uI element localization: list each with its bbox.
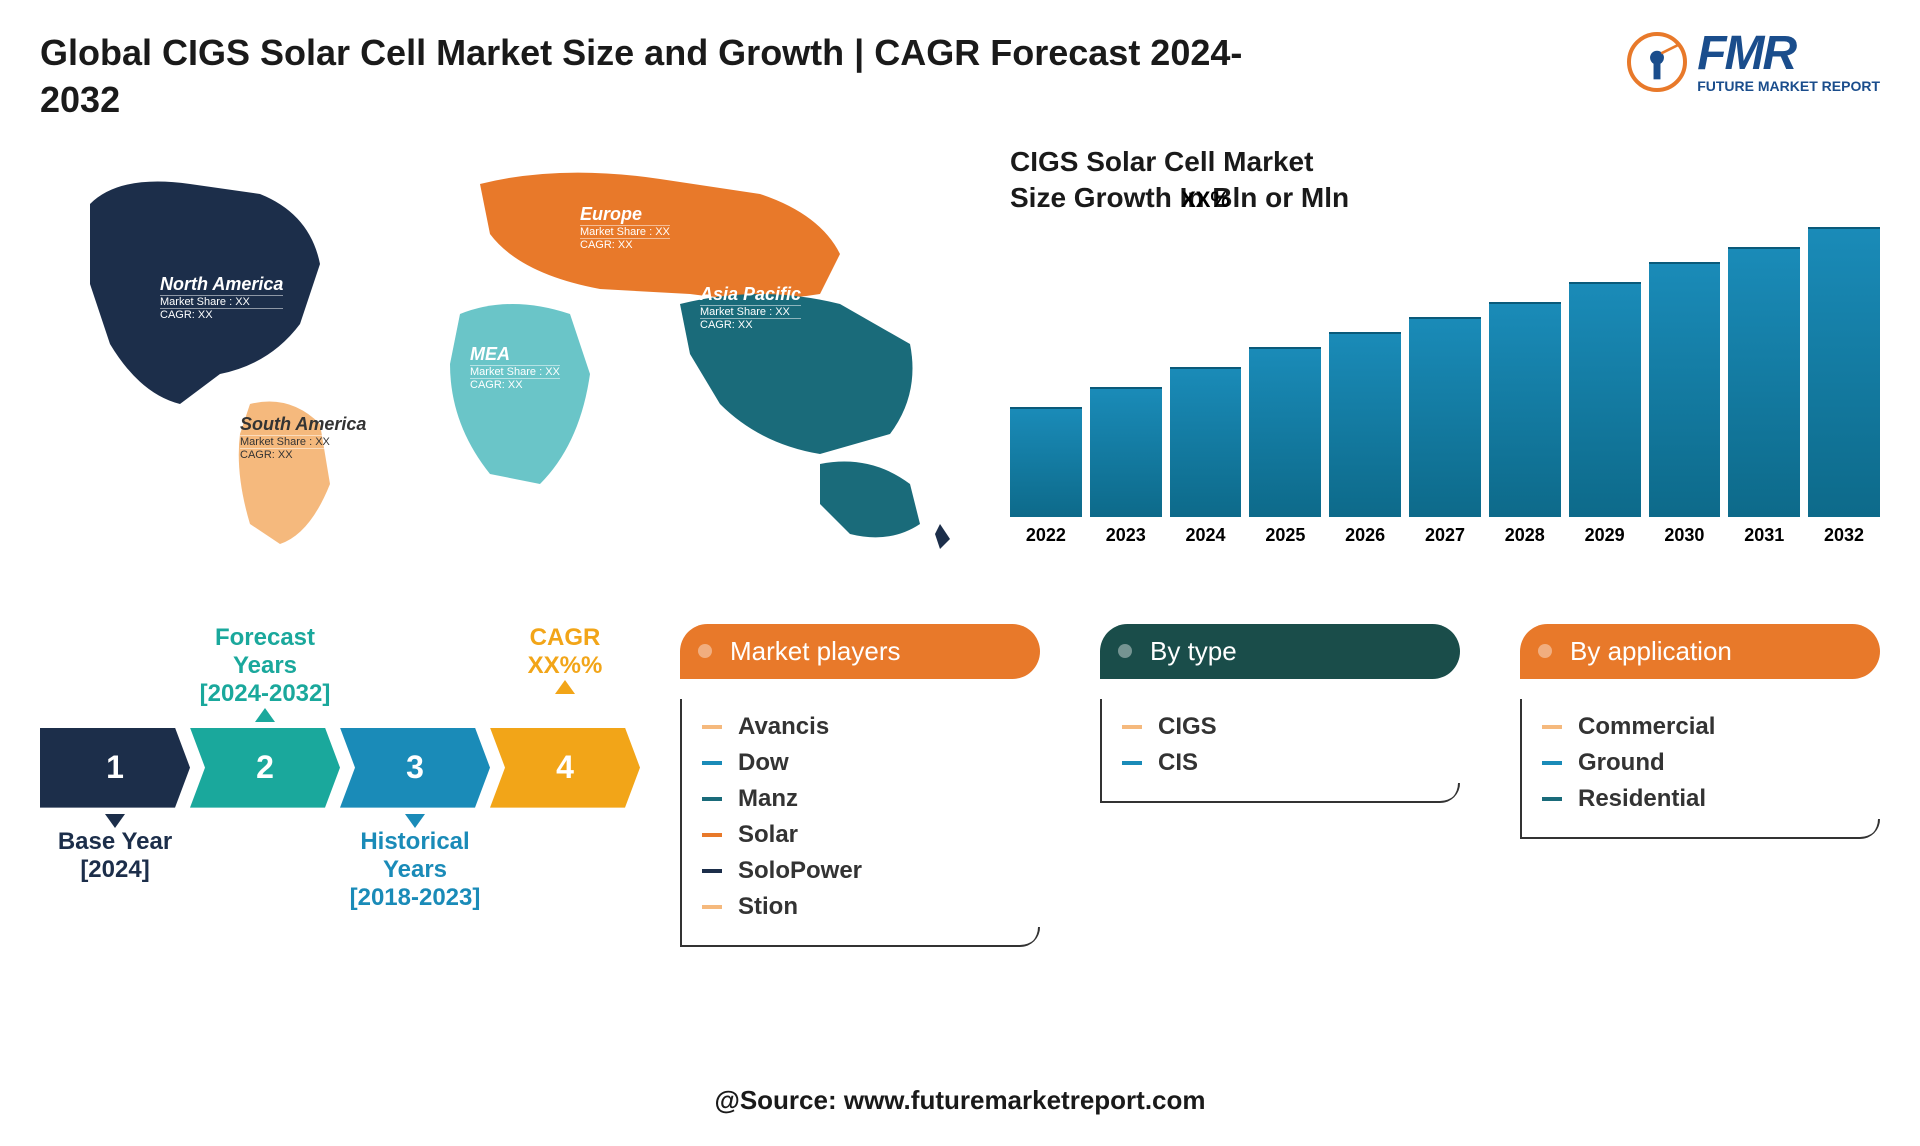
list-item: Manz [702,781,1040,817]
historical-label: Historical Years [340,828,490,884]
list-marker-icon [702,833,722,837]
list-marker-icon [1542,797,1562,801]
category-list: CommercialGroundResidential [1520,699,1880,839]
bar-group: 2027 [1409,317,1481,546]
list-marker-icon [1122,725,1142,729]
region-label: EuropeMarket Share : XXCAGR: XX [580,204,670,251]
bar [1489,302,1561,517]
category-header: By type [1100,624,1460,679]
bar [1409,317,1481,517]
cagr-label: CAGR [490,624,640,652]
bar-label: 2029 [1585,525,1625,546]
list-item: CIGS [1122,709,1460,745]
list-marker-icon [702,761,722,765]
bar-chart: CIGS Solar Cell Market Size Growth In Bl… [990,144,1880,564]
bar-group: 2026 [1329,332,1401,546]
list-item: Stion [702,889,1040,925]
logo-icon [1627,32,1687,92]
category-list: AvancisDowManzSolarSoloPowerStion [680,699,1040,947]
list-item: Avancis [702,709,1040,745]
bar [1010,407,1082,517]
bar-group: 2022 [1010,407,1082,546]
timeline-segment: 4 [490,728,640,808]
bar-group: XX%2032 [1808,227,1880,546]
timeline-segment: 2 [190,728,340,808]
base-sub: [2024] [40,856,190,884]
list-marker-icon [702,725,722,729]
bar-label: 2022 [1026,525,1066,546]
base-label: Base Year [40,828,190,856]
logo-sub-text: FUTURE MARKET REPORT [1697,78,1880,94]
list-marker-icon [1542,761,1562,765]
list-item: Residential [1542,781,1880,817]
region-label: South AmericaMarket Share : XXCAGR: XX [240,414,366,461]
category-column: By application CommercialGroundResidentia… [1520,624,1880,947]
source-text: @Source: www.futuremarketreport.com [714,1085,1205,1116]
cagr-sub: XX%% [490,652,640,680]
region-label: MEAMarket Share : XXCAGR: XX [470,344,560,391]
region-label: Asia PacificMarket Share : XXCAGR: XX [700,284,801,331]
bar-label: 2024 [1186,525,1226,546]
forecast-label: Forecast Years [190,624,340,680]
bar-group: XX%2024 [1170,367,1242,546]
bar-label: 2031 [1744,525,1784,546]
category-header: By application [1520,624,1880,679]
arrow-down-icon [405,814,425,828]
world-map: North AmericaMarket Share : XXCAGR: XX So… [40,144,960,564]
bar-group: 2030 [1649,262,1721,546]
arrow-down-icon [105,814,125,828]
region-label: North AmericaMarket Share : XXCAGR: XX [160,274,283,321]
bar [1728,247,1800,517]
list-item: CIS [1122,745,1460,781]
timeline: Forecast Years [2024-2032] CAGR XX%% 123… [40,624,640,947]
bar [1569,282,1641,517]
timeline-segment: 3 [340,728,490,808]
list-item: Solar [702,817,1040,853]
list-marker-icon [702,869,722,873]
category-header: Market players [680,624,1040,679]
bar-label: 2025 [1265,525,1305,546]
list-marker-icon [1122,761,1142,765]
bar-label: 2026 [1345,525,1385,546]
timeline-segment: 1 [40,728,190,808]
bar-group: 2029 [1569,282,1641,546]
arrow-up-icon [255,708,275,722]
bar [1249,347,1321,517]
bar [1808,227,1880,517]
list-item: Ground [1542,745,1880,781]
bar [1649,262,1721,517]
list-item: Commercial [1542,709,1880,745]
bar-label: 2030 [1664,525,1704,546]
bar-group: 2028 [1489,302,1561,546]
bar [1329,332,1401,517]
list-item: SoloPower [702,853,1040,889]
bar-group: 2031 [1728,247,1800,546]
page-title: Global CIGS Solar Cell Market Size and G… [40,30,1320,124]
bar-label: 2027 [1425,525,1465,546]
category-column: By type CIGSCIS [1100,624,1460,947]
list-marker-icon [702,797,722,801]
list-marker-icon [702,905,722,909]
bar-label: 2028 [1505,525,1545,546]
bar-label: 2023 [1106,525,1146,546]
forecast-sub: [2024-2032] [190,680,340,708]
bar-group: 2023 [1090,387,1162,546]
logo: FMR FUTURE MARKET REPORT [1627,30,1880,94]
chart-title: CIGS Solar Cell Market Size Growth In Bl… [1010,144,1350,217]
historical-sub: [2018-2023] [340,884,490,912]
bar [1170,367,1242,517]
category-column: Market players AvancisDowManzSolarSoloPow… [680,624,1040,947]
bar [1090,387,1162,517]
list-item: Dow [702,745,1040,781]
bar-group: 2025 [1249,347,1321,546]
logo-main-text: FMR [1697,30,1880,78]
category-list: CIGSCIS [1100,699,1460,803]
list-marker-icon [1542,725,1562,729]
arrow-up-icon [555,680,575,694]
bar-label: 2032 [1824,525,1864,546]
